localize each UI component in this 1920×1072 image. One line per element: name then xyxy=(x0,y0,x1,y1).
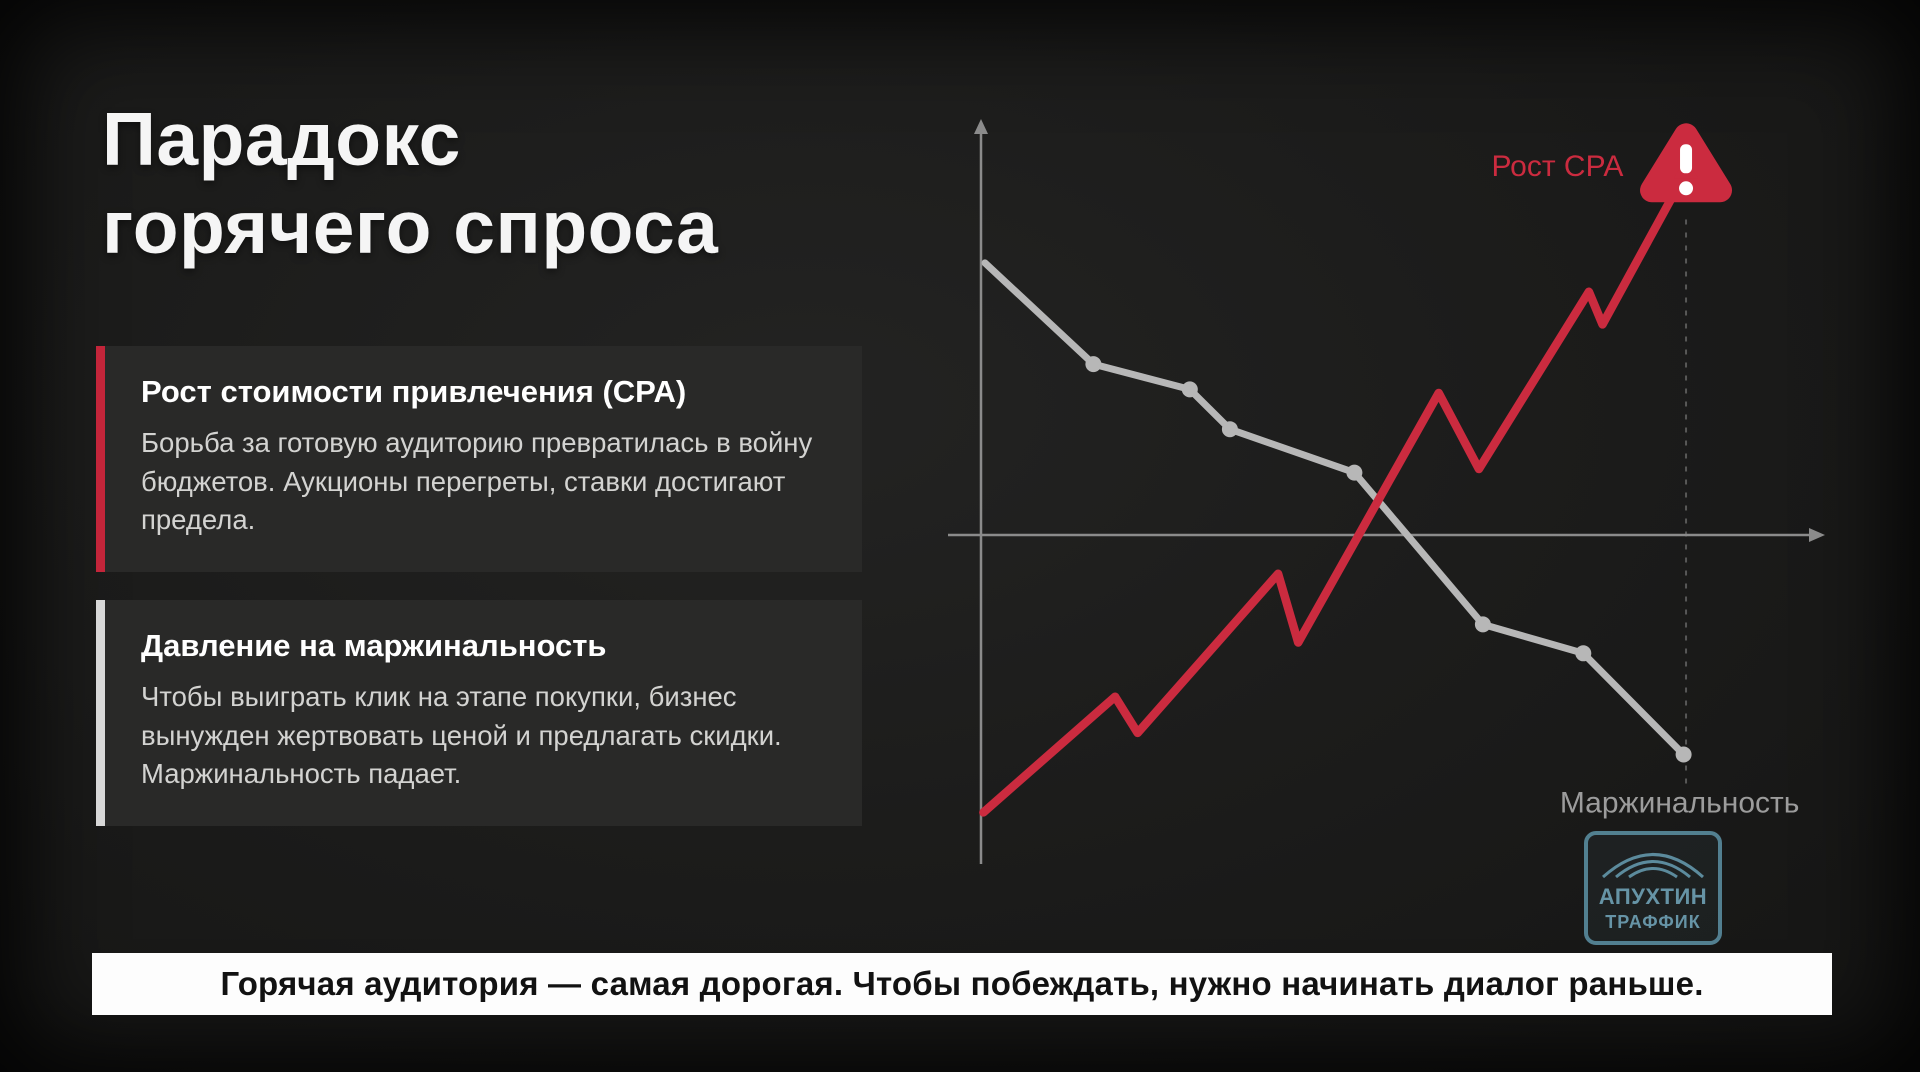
watermark-logo: АПУХТИН ТРАФФИК xyxy=(1584,831,1722,945)
watermark-arc-icon xyxy=(1601,853,1705,879)
title-line-2: горячего спроса xyxy=(102,184,719,269)
watermark-arc-icon xyxy=(1615,860,1691,879)
exclamation-bar-icon xyxy=(1680,144,1693,174)
series-marker xyxy=(1085,356,1102,373)
series-marker xyxy=(1221,421,1238,438)
watermark-line-1: АПУХТИН xyxy=(1599,884,1707,909)
footer-text: Горячая аудитория — самая дорогая. Чтобы… xyxy=(220,965,1704,1002)
card-cpa-heading: Рост стоимости привлечения (CPA) xyxy=(141,374,687,409)
exclamation-dot-icon xyxy=(1679,181,1694,196)
card-cpa-body: Борьба за готовую аудиторию превратилась… xyxy=(141,427,813,535)
series-marker xyxy=(1675,746,1692,763)
footer-banner: Горячая аудитория — самая дорогая. Чтобы… xyxy=(92,953,1832,1015)
watermark-line-2: ТРАФФИК xyxy=(1605,912,1700,932)
card-margin-heading: Давление на маржинальность xyxy=(141,628,607,663)
series-line-0 xyxy=(981,259,1688,758)
card-margin-body: Чтобы выиграть клик на этапе покупки, би… xyxy=(141,681,782,789)
card-margin-pressure: Давление на маржинальность Чтобы выиграт… xyxy=(96,600,862,826)
page-title: Парадокс горячего спроса xyxy=(102,96,718,272)
series-marker xyxy=(1181,381,1198,398)
watermark-frame xyxy=(1584,831,1722,945)
series-marker xyxy=(1575,645,1592,662)
series-marker xyxy=(1474,616,1491,633)
series-marker xyxy=(1346,464,1363,481)
chart-label-1: Рост CPA xyxy=(1491,150,1623,183)
chart-label-2: Маржинальность xyxy=(1560,786,1800,819)
series-line-1 xyxy=(979,179,1684,817)
y-axis-arrow-icon xyxy=(974,119,988,134)
x-axis-arrow-icon xyxy=(1809,528,1825,542)
line-chart: Рост CPA Маржинальность xyxy=(948,119,1825,864)
watermark-arc-icon xyxy=(1628,867,1678,879)
title-line-1: Парадокс xyxy=(102,97,461,181)
card-cpa-growth: Рост стоимости привлечения (CPA) Борьба … xyxy=(96,346,862,572)
